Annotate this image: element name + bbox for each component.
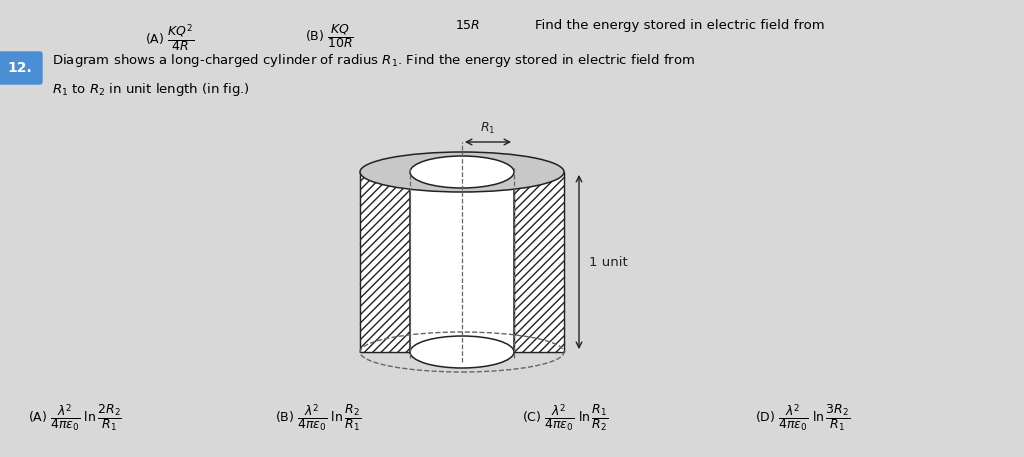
Text: Find the energy stored in electric field from: Find the energy stored in electric field… xyxy=(535,19,824,32)
Polygon shape xyxy=(360,172,410,352)
Ellipse shape xyxy=(410,336,514,368)
Polygon shape xyxy=(514,172,564,352)
Text: $R_1$ to $R_2$ in unit length (in fig.): $R_1$ to $R_2$ in unit length (in fig.) xyxy=(52,81,250,98)
Text: 12.: 12. xyxy=(7,61,33,75)
Text: (A) $\dfrac{\lambda^2}{4\pi\epsilon_0}$ $\ln\dfrac{2R_2}{R_1}$: (A) $\dfrac{\lambda^2}{4\pi\epsilon_0}$ … xyxy=(28,402,122,434)
Text: (A) $\dfrac{KQ^2}{4R}$: (A) $\dfrac{KQ^2}{4R}$ xyxy=(145,22,195,53)
Text: (B) $\dfrac{\lambda^2}{4\pi\epsilon_0}$ $\ln\dfrac{R_2}{R_1}$: (B) $\dfrac{\lambda^2}{4\pi\epsilon_0}$ … xyxy=(275,402,361,434)
Text: (B) $\dfrac{KQ}{10R}$: (B) $\dfrac{KQ}{10R}$ xyxy=(305,22,354,50)
Ellipse shape xyxy=(410,156,514,188)
Ellipse shape xyxy=(360,152,564,192)
Text: $R_1$: $R_1$ xyxy=(480,121,496,136)
Text: (C) $\dfrac{\lambda^2}{4\pi\epsilon_0}$ $\ln\dfrac{R_1}{R_2}$: (C) $\dfrac{\lambda^2}{4\pi\epsilon_0}$ … xyxy=(522,402,608,434)
Text: 1 unit: 1 unit xyxy=(589,255,628,269)
Polygon shape xyxy=(410,172,514,352)
Text: (D) $\dfrac{\lambda^2}{4\pi\epsilon_0}$ $\ln\dfrac{3R_2}{R_1}$: (D) $\dfrac{\lambda^2}{4\pi\epsilon_0}$ … xyxy=(755,402,850,434)
Text: $15R$: $15R$ xyxy=(455,19,480,32)
Text: Diagram shows a long-charged cylinder of radius $R_1$. Find the energy stored in: Diagram shows a long-charged cylinder of… xyxy=(52,52,695,69)
FancyBboxPatch shape xyxy=(0,52,42,84)
